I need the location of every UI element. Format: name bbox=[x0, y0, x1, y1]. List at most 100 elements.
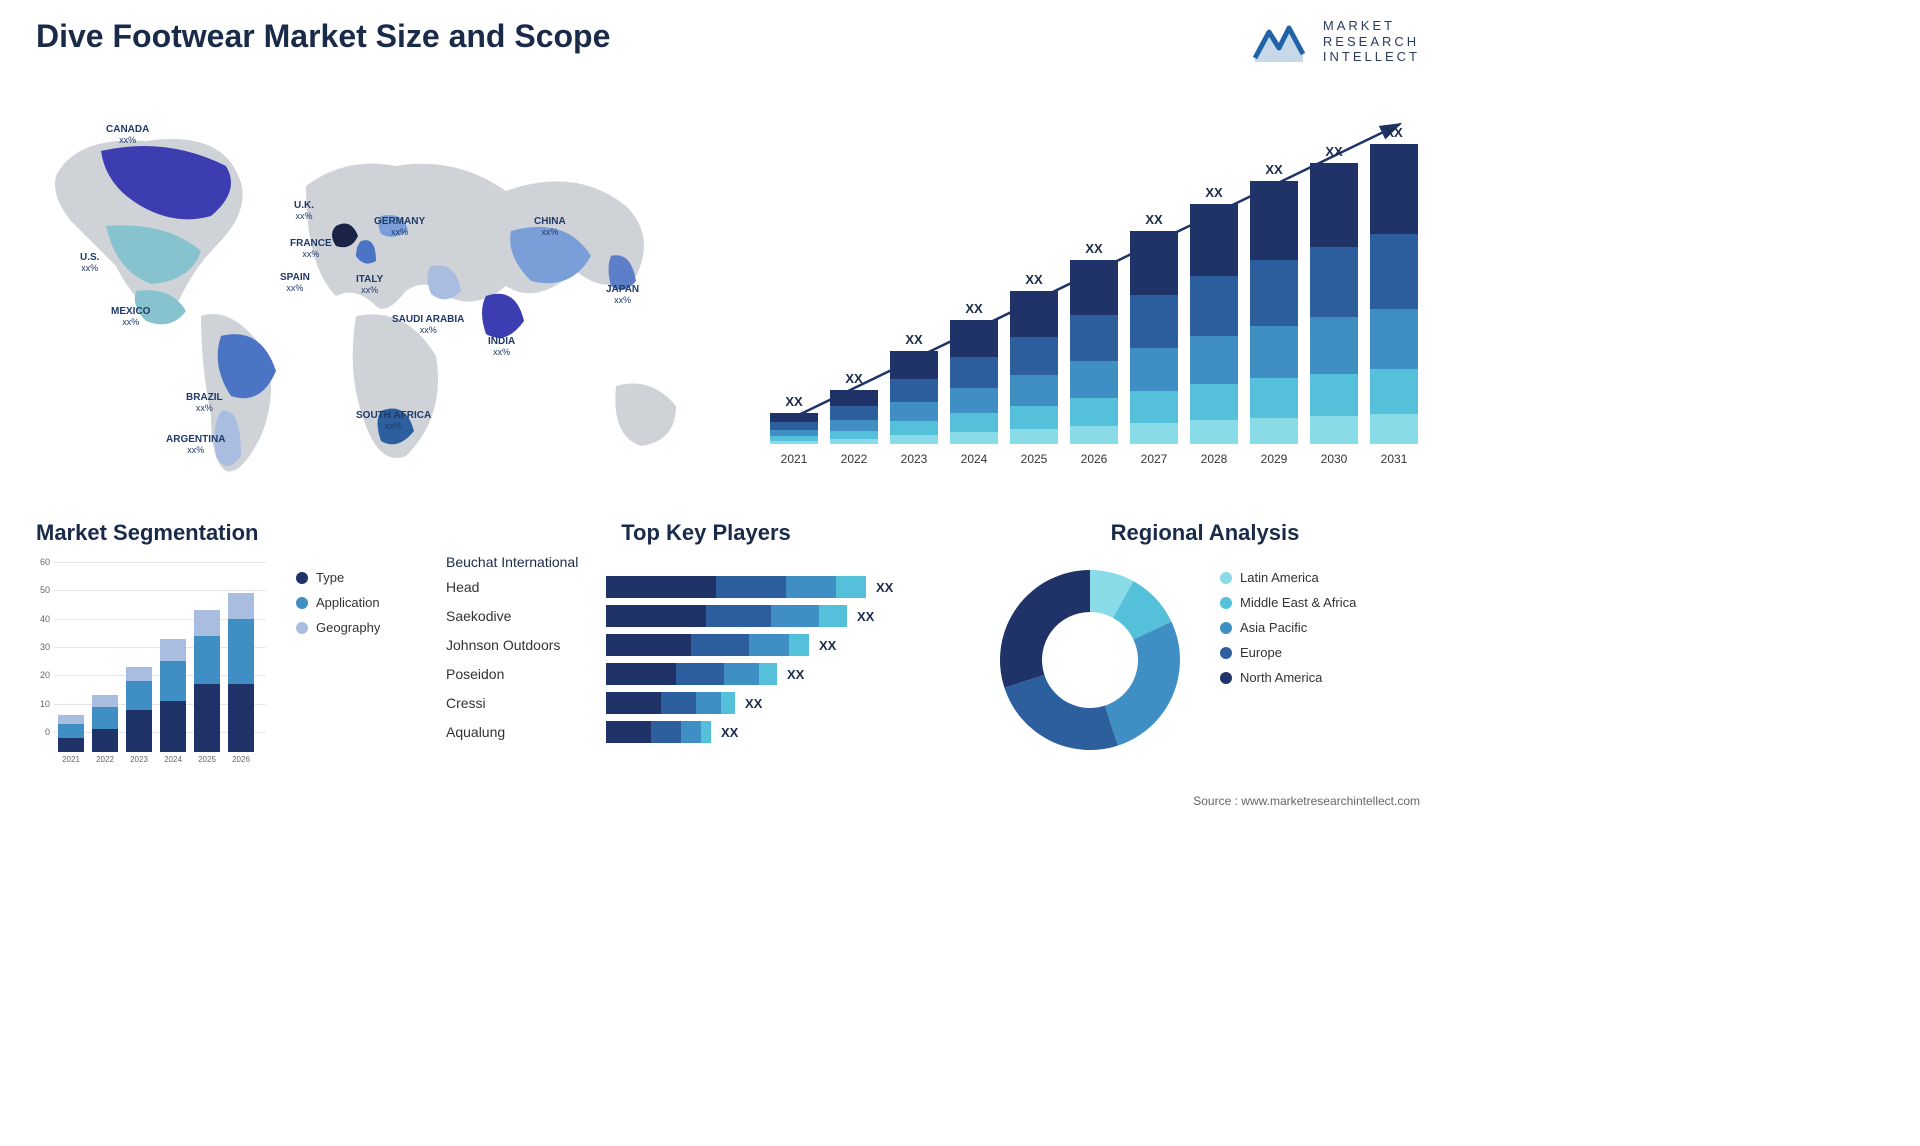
y-tick-label: 50 bbox=[36, 585, 50, 595]
bar-segment bbox=[160, 701, 186, 752]
legend-item: Application bbox=[296, 595, 380, 610]
bar-segment bbox=[1010, 429, 1058, 444]
world-map-panel: CANADAxx%U.S.xx%MEXICOxx%BRAZILxx%ARGENT… bbox=[36, 96, 696, 496]
page-title: Dive Footwear Market Size and Scope bbox=[36, 18, 610, 55]
player-bar: XX bbox=[606, 692, 966, 714]
bar-segment bbox=[716, 576, 786, 598]
bar-segment bbox=[1310, 317, 1358, 373]
legend-dot-icon bbox=[1220, 572, 1232, 584]
bar-segment bbox=[92, 729, 118, 752]
legend-item: Latin America bbox=[1220, 570, 1356, 585]
donut-segment bbox=[1000, 570, 1090, 688]
bar-segment bbox=[1370, 414, 1418, 444]
player-value: XX bbox=[876, 580, 893, 595]
bar-segment bbox=[676, 663, 724, 685]
y-tick-label: 0 bbox=[36, 727, 50, 737]
bar-segment bbox=[1130, 423, 1178, 444]
map-label: SOUTH AFRICAxx% bbox=[356, 410, 431, 432]
bar-segment bbox=[228, 684, 254, 752]
regional-legend: Latin AmericaMiddle East & AfricaAsia Pa… bbox=[1220, 570, 1356, 695]
bar-segment bbox=[228, 593, 254, 619]
player-name: Poseidon bbox=[446, 666, 606, 682]
map-label: MEXICOxx% bbox=[111, 306, 150, 328]
seg-year-label: 2025 bbox=[194, 755, 220, 764]
legend-dot-icon bbox=[296, 622, 308, 634]
forecast-bar bbox=[1310, 163, 1358, 444]
player-row: Cressi XX bbox=[446, 690, 966, 716]
forecast-bar bbox=[1250, 181, 1298, 444]
regional-title: Regional Analysis bbox=[990, 520, 1420, 546]
map-label: CHINAxx% bbox=[534, 216, 566, 238]
seg-year-label: 2023 bbox=[126, 755, 152, 764]
legend-item: Middle East & Africa bbox=[1220, 595, 1356, 610]
legend-dot-icon bbox=[296, 572, 308, 584]
bar-segment bbox=[194, 610, 220, 636]
gridline bbox=[54, 562, 266, 563]
bar-segment bbox=[1250, 326, 1298, 379]
bar-segment bbox=[606, 721, 651, 743]
bar-segment bbox=[890, 351, 938, 379]
source-attribution: Source : www.marketresearchintellect.com bbox=[1193, 794, 1420, 808]
map-label: JAPANxx% bbox=[606, 284, 639, 306]
legend-label: North America bbox=[1240, 670, 1322, 685]
gridline bbox=[54, 590, 266, 591]
player-row: PoseidonXX bbox=[446, 661, 966, 687]
legend-label: Application bbox=[316, 595, 380, 610]
legend-item: Europe bbox=[1220, 645, 1356, 660]
bar-year-label: 2021 bbox=[770, 452, 818, 466]
regional-donut-chart bbox=[990, 560, 1190, 760]
bar-segment bbox=[1250, 260, 1298, 326]
logo-mark-icon bbox=[1253, 18, 1313, 64]
bar-year-label: 2031 bbox=[1370, 452, 1418, 466]
bar-segment bbox=[759, 663, 777, 685]
bar-year-label: 2022 bbox=[830, 452, 878, 466]
forecast-bar bbox=[1070, 260, 1118, 444]
bar-segment bbox=[1310, 416, 1358, 444]
segmentation-bar bbox=[92, 695, 118, 752]
y-tick-label: 30 bbox=[36, 642, 50, 652]
bar-value-label: XX bbox=[1190, 185, 1238, 200]
bar-segment bbox=[770, 422, 818, 430]
forecast-bar bbox=[1370, 144, 1418, 444]
bar-value-label: XX bbox=[1250, 162, 1298, 177]
seg-year-label: 2024 bbox=[160, 755, 186, 764]
bar-value-label: XX bbox=[1310, 144, 1358, 159]
bar-segment bbox=[1310, 374, 1358, 416]
bar-value-label: XX bbox=[890, 332, 938, 347]
bar-segment bbox=[890, 435, 938, 444]
legend-item: North America bbox=[1220, 670, 1356, 685]
bar-segment bbox=[58, 715, 84, 724]
players-title: Top Key Players bbox=[446, 520, 966, 546]
player-row: HeadXX bbox=[446, 574, 966, 600]
bar-segment bbox=[1370, 234, 1418, 309]
player-value: XX bbox=[745, 696, 762, 711]
forecast-bar bbox=[950, 320, 998, 444]
map-label: SPAINxx% bbox=[280, 272, 310, 294]
bar-year-label: 2027 bbox=[1130, 452, 1178, 466]
map-label: U.S.xx% bbox=[80, 252, 99, 274]
bar-segment bbox=[819, 605, 847, 627]
bar-year-label: 2024 bbox=[950, 452, 998, 466]
legend-item: Geography bbox=[296, 620, 380, 635]
segmentation-bar bbox=[228, 593, 254, 752]
bar-segment bbox=[1130, 295, 1178, 348]
bar-segment bbox=[1010, 291, 1058, 337]
player-bar: XX bbox=[606, 721, 966, 743]
seg-year-label: 2022 bbox=[92, 755, 118, 764]
bar-segment bbox=[890, 402, 938, 421]
player-row: Johnson OutdoorsXX bbox=[446, 632, 966, 658]
bar-segment bbox=[681, 721, 701, 743]
bar-segment bbox=[1070, 315, 1118, 361]
players-header-row: Beuchat International bbox=[446, 554, 966, 570]
bar-segment bbox=[770, 441, 818, 444]
bar-segment bbox=[228, 619, 254, 684]
player-name: Cressi bbox=[446, 695, 606, 711]
bar-year-label: 2029 bbox=[1250, 452, 1298, 466]
bar-segment bbox=[1190, 420, 1238, 444]
bar-segment bbox=[1370, 144, 1418, 234]
donut-segment bbox=[1004, 675, 1117, 750]
bar-segment bbox=[749, 634, 789, 656]
bar-value-label: XX bbox=[1130, 212, 1178, 227]
bar-segment bbox=[606, 692, 661, 714]
bar-segment bbox=[770, 413, 818, 422]
